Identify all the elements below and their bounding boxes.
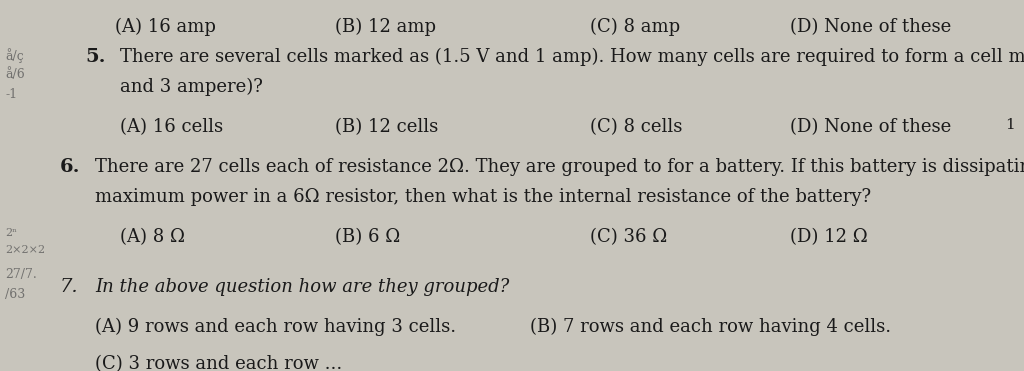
Text: (C) 36 Ω: (C) 36 Ω [590,228,668,246]
Text: (A) 16 amp: (A) 16 amp [115,18,216,36]
Text: (B) 12 amp: (B) 12 amp [335,18,436,36]
Text: 2×2×2: 2×2×2 [5,245,45,255]
Text: 6.: 6. [60,158,81,176]
Text: (B) 6 Ω: (B) 6 Ω [335,228,400,246]
Text: (D) None of these: (D) None of these [790,18,951,36]
Text: (A) 9 rows and each row having 3 cells.: (A) 9 rows and each row having 3 cells. [95,318,456,336]
Text: (A) 16 cells: (A) 16 cells [120,118,223,136]
Text: 1: 1 [1005,118,1015,132]
Text: å/6: å/6 [5,68,25,81]
Text: /63: /63 [5,288,26,301]
Text: -1: -1 [5,88,17,101]
Text: (D) 12 Ω: (D) 12 Ω [790,228,867,246]
Text: (A) 8 Ω: (A) 8 Ω [120,228,185,246]
Text: (C) 3 rows and each row ...: (C) 3 rows and each row ... [95,355,342,371]
Text: 2ⁿ: 2ⁿ [5,228,17,238]
Text: å/ç: å/ç [5,48,24,63]
Text: (B) 7 rows and each row having 4 cells.: (B) 7 rows and each row having 4 cells. [530,318,891,336]
Text: There are several cells marked as (1.5 V and 1 amp). How many cells are required: There are several cells marked as (1.5 V… [120,48,1024,66]
Text: 27/7.: 27/7. [5,268,37,281]
Text: (D) None of these: (D) None of these [790,118,951,136]
Text: In the above question how are they grouped?: In the above question how are they group… [95,278,509,296]
Text: 5.: 5. [85,48,105,66]
Text: (B) 12 cells: (B) 12 cells [335,118,438,136]
Text: There are 27 cells each of resistance 2Ω. They are grouped to for a battery. If : There are 27 cells each of resistance 2Ω… [95,158,1024,176]
Text: (C) 8 cells: (C) 8 cells [590,118,682,136]
Text: 7.: 7. [60,278,79,296]
Text: maximum power in a 6Ω resistor, then what is the internal resistance of the batt: maximum power in a 6Ω resistor, then wha… [95,188,871,206]
Text: (C) 8 amp: (C) 8 amp [590,18,680,36]
Text: and 3 ampere)?: and 3 ampere)? [120,78,263,96]
